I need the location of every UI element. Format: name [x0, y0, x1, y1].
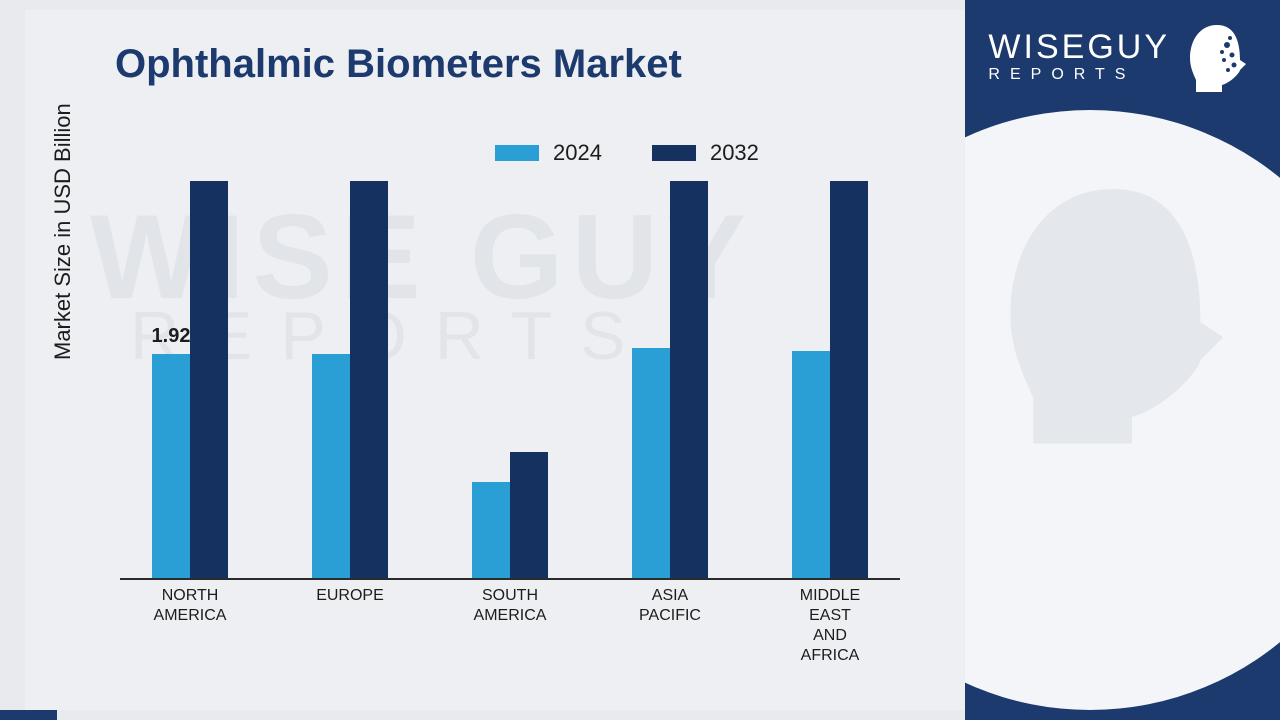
- legend-swatch-2: [652, 145, 696, 161]
- legend-swatch-1: [495, 145, 539, 161]
- y-axis-label: Market Size in USD Billion: [50, 103, 76, 360]
- category-label: ASIAPACIFIC: [610, 586, 730, 626]
- brand-line2: REPORTS: [988, 66, 1170, 84]
- bar-2024: [152, 354, 190, 578]
- bar-group: SOUTHAMERICA: [440, 160, 580, 578]
- bars-container: NORTHAMERICA1.92EUROPESOUTHAMERICAASIAPA…: [120, 160, 900, 580]
- bar-value-label: 1.92: [152, 325, 191, 348]
- bar-group: MIDDLEEASTANDAFRICA: [760, 160, 900, 578]
- watermark-head-icon: [980, 170, 1246, 474]
- bottom-accent-strip: [0, 710, 57, 720]
- brand-head-icon: [1182, 20, 1252, 100]
- bar-2024: [792, 351, 830, 579]
- bar-2032: [670, 181, 708, 578]
- bar-2024: [312, 354, 350, 578]
- bar-2032: [190, 181, 228, 578]
- bar-group: EUROPE: [280, 160, 420, 578]
- bar-2024: [472, 482, 510, 578]
- bar-group: NORTHAMERICA1.92: [120, 160, 260, 578]
- bar-2024: [632, 348, 670, 578]
- category-label: MIDDLEEASTANDAFRICA: [770, 586, 890, 666]
- category-label: NORTHAMERICA: [130, 586, 250, 626]
- brand-line1: WISEGUY: [988, 30, 1170, 64]
- bar-2032: [350, 181, 388, 578]
- chart-area: NORTHAMERICA1.92EUROPESOUTHAMERICAASIAPA…: [90, 160, 900, 580]
- brand-logo: WISEGUY REPORTS: [988, 30, 1170, 84]
- bar-2032: [830, 181, 868, 578]
- category-label: EUROPE: [290, 586, 410, 606]
- bar-2032: [510, 452, 548, 578]
- bar-group: ASIAPACIFIC: [600, 160, 740, 578]
- chart-title: Ophthalmic Biometers Market: [115, 42, 682, 87]
- category-label: SOUTHAMERICA: [450, 586, 570, 626]
